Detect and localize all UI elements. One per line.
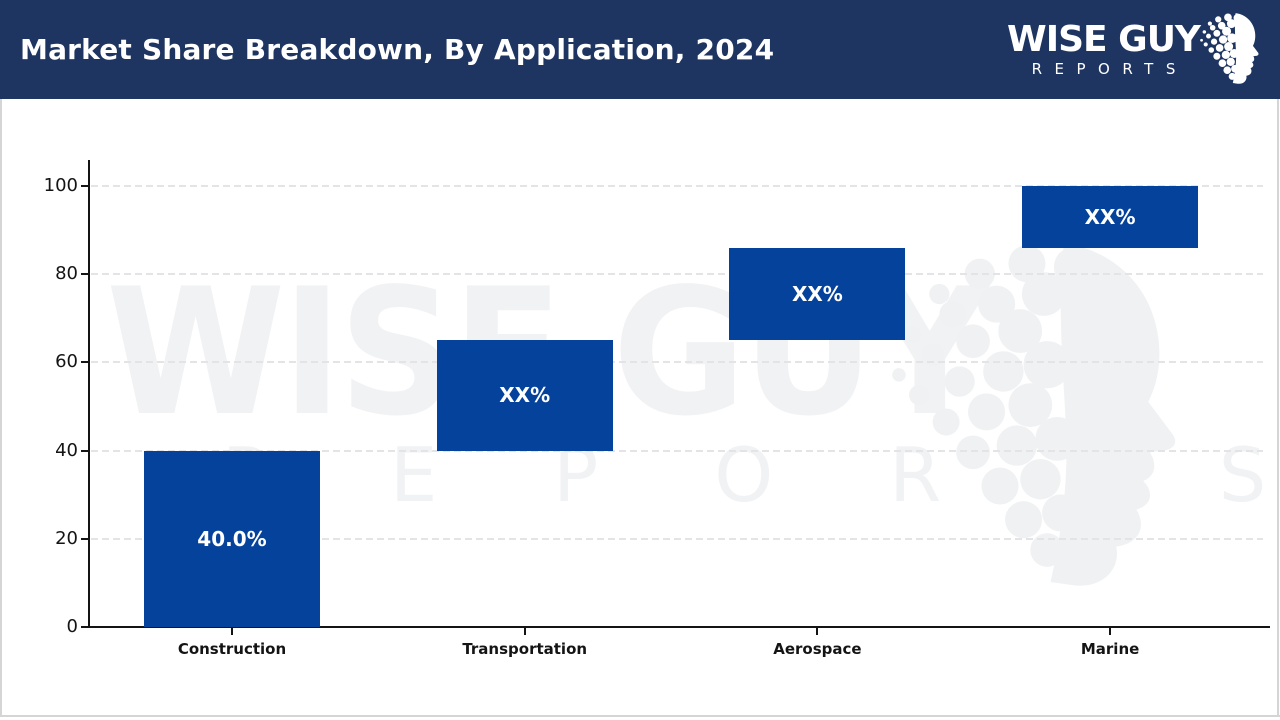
x-tick-construction [231,628,233,635]
x-category-label-transportation: Transportation [462,640,588,658]
logo-text: WISE GUY REPORTS [1006,19,1201,78]
bar-value-label: 40.0% [197,526,267,551]
page-border-bottom [0,715,1280,717]
logo-wordmark: WISE GUY [1006,19,1201,61]
y-tick-100 [81,185,88,187]
x-tick-marine [1109,628,1112,635]
x-tick-aerospace [816,628,819,635]
bar-segment-aerospace: XX% [729,247,906,341]
bar-value-label: XX% [1084,204,1136,229]
gridline-60 [91,361,1263,364]
bar-value-label: XX% [499,383,551,408]
x-tick-transportation [523,628,526,635]
gridline-40 [91,449,1263,452]
y-tick-label-40: 40 [55,439,78,461]
y-tick-label-0: 0 [66,616,78,637]
bar-segment-construction: 40.0% [144,450,320,627]
y-tick-40 [81,449,88,452]
y-axis-line [88,160,90,628]
x-category-label-construction: Construction [177,640,287,658]
page-border-left [0,99,2,717]
bar-value-label: XX% [791,282,843,307]
x-category-label-aerospace: Aerospace [773,640,862,658]
page-title: Market Share Breakdown, By Application, … [20,33,775,66]
y-tick-20 [81,537,88,540]
y-tick-80 [81,273,88,276]
gridline-20 [91,537,1263,540]
y-tick-label-60: 60 [55,351,78,373]
y-tick-label-20: 20 [55,527,78,549]
wise-guy-reports-logo: WISE GUY REPORTS [1007,8,1262,92]
bar-segment-marine: XX% [1022,186,1199,248]
y-tick-label-100: 100 [43,175,78,196]
gridline-80 [91,273,1263,276]
y-tick-60 [81,361,88,364]
y-tick-label-80: 80 [55,263,78,285]
logo-subtitle: REPORTS [1031,59,1188,78]
bar-segment-transportation: XX% [436,340,613,451]
x-category-label-marine: Marine [1080,640,1140,658]
y-tick-0 [81,626,88,628]
gridline-100 [91,185,1263,187]
header-bar: Market Share Breakdown, By Application, … [0,0,1280,99]
page-border-right [1277,99,1279,717]
x-axis-line [88,626,1270,628]
